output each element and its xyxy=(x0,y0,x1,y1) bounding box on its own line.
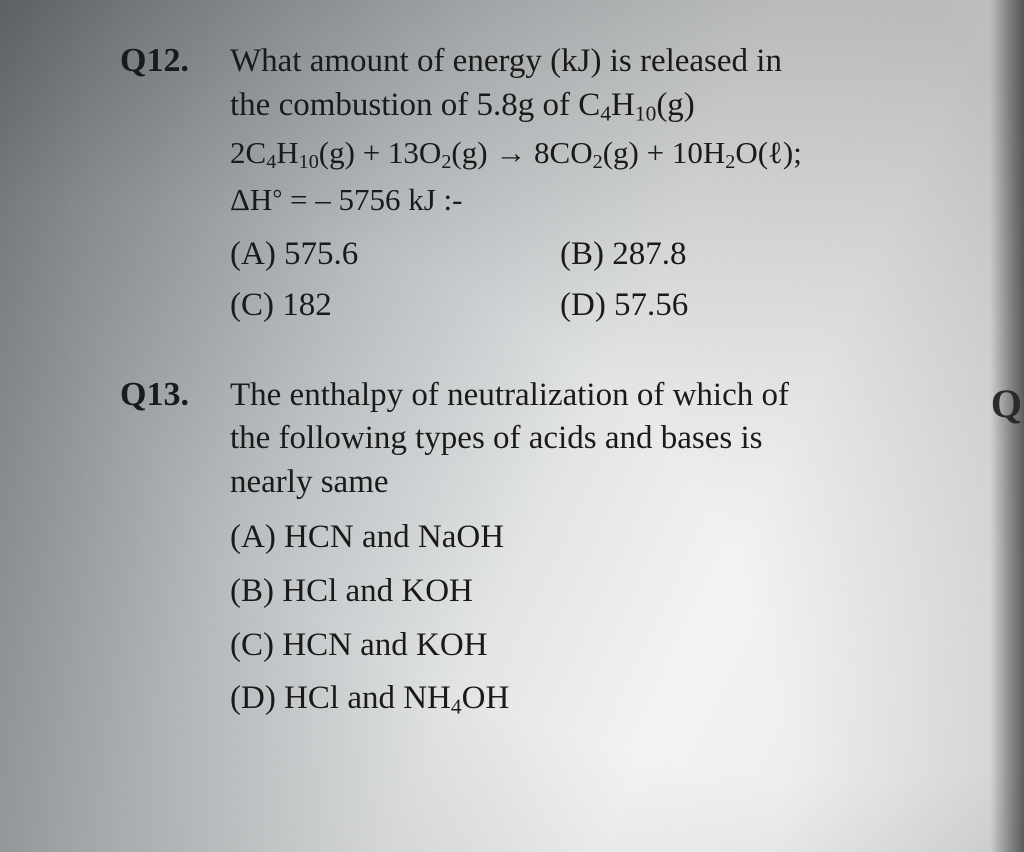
q12-options: (A) 575.6 (B) 287.8 (C) 182 (D) 57.56 xyxy=(230,233,870,328)
q13-option-a[interactable]: (A) HCN and NaOH xyxy=(230,516,870,560)
q12-option-b[interactable]: (B) 287.8 xyxy=(560,233,870,277)
q12-h-sub: 10 xyxy=(635,101,656,125)
q13-line3: nearly same xyxy=(230,464,389,500)
question-13-text: The enthalpy of neutralization of which … xyxy=(230,374,980,505)
q12-eq-g2: (g) → 8CO xyxy=(451,135,592,170)
q13-line2: the following types of acids and bases i… xyxy=(230,420,762,456)
q13-d-sub: 4 xyxy=(451,694,462,718)
q12-h: H xyxy=(611,87,635,123)
q12-dH-prefix: ΔH xyxy=(230,182,272,217)
q12-eq-g3: (g) + 10H xyxy=(603,135,726,170)
q12-formula-tail: (g) xyxy=(656,87,694,123)
question-12: Q12. What amount of energy (kJ) is relea… xyxy=(120,40,980,328)
q12-dH-degree: ° xyxy=(272,185,282,212)
q12-eq-o2sub: 2 xyxy=(441,151,451,173)
q12-deltaH: ΔH° = – 5756 kJ :- xyxy=(230,180,980,221)
q12-option-d[interactable]: (D) 57.56 xyxy=(560,284,870,328)
q12-line1: What amount of energy (kJ) is released i… xyxy=(230,43,782,79)
q12-line2-prefix: the combustion of 5.8g of C xyxy=(230,87,600,123)
question-12-body: What amount of energy (kJ) is released i… xyxy=(230,40,980,328)
q12-eq-1: 2C xyxy=(230,135,266,170)
page-content: Q12. What amount of energy (kJ) is relea… xyxy=(120,40,980,767)
q12-option-c[interactable]: (C) 182 xyxy=(230,284,540,328)
q12-dH-rest: = – 5756 kJ :- xyxy=(282,182,462,217)
question-13-body: The enthalpy of neutralization of which … xyxy=(230,374,980,721)
q13-option-b[interactable]: (B) HCl and KOH xyxy=(230,570,870,614)
question-13-number: Q13. xyxy=(120,374,230,414)
q13-option-d[interactable]: (D) HCl and NH4OH xyxy=(230,677,870,721)
q12-option-a[interactable]: (A) 575.6 xyxy=(230,233,540,277)
question-13-row: Q13. The enthalpy of neutralization of w… xyxy=(120,374,980,721)
q13-d-pre: (D) HCl and NH xyxy=(230,680,451,716)
cropped-side-letter: Q xyxy=(991,380,1022,427)
q12-eq-tail: O(ℓ); xyxy=(735,135,802,170)
q12-c-sub: 4 xyxy=(600,101,611,125)
q12-eq-h2sub: 2 xyxy=(725,151,735,173)
question-13: Q13. The enthalpy of neutralization of w… xyxy=(120,374,980,721)
q13-options: (A) HCN and NaOH (B) HCl and KOH (C) HCN… xyxy=(230,516,870,720)
question-12-row: Q12. What amount of energy (kJ) is relea… xyxy=(120,40,980,328)
q12-eq-hsub: 10 xyxy=(299,151,319,173)
q12-eq-co2sub: 2 xyxy=(593,151,603,173)
q12-equation: 2C4H10(g) + 13O2(g) → 8CO2(g) + 10H2O(ℓ)… xyxy=(230,133,980,176)
q12-eq-h: H xyxy=(276,135,298,170)
q13-d-post: OH xyxy=(462,680,510,716)
q12-eq-g1: (g) + 13O xyxy=(319,135,442,170)
q12-eq-csub: 4 xyxy=(266,151,276,173)
q13-option-c[interactable]: (C) HCN and KOH xyxy=(230,624,870,668)
question-12-text: What amount of energy (kJ) is released i… xyxy=(230,40,980,127)
question-12-number: Q12. xyxy=(120,40,230,80)
q13-line1: The enthalpy of neutralization of which … xyxy=(230,377,789,413)
